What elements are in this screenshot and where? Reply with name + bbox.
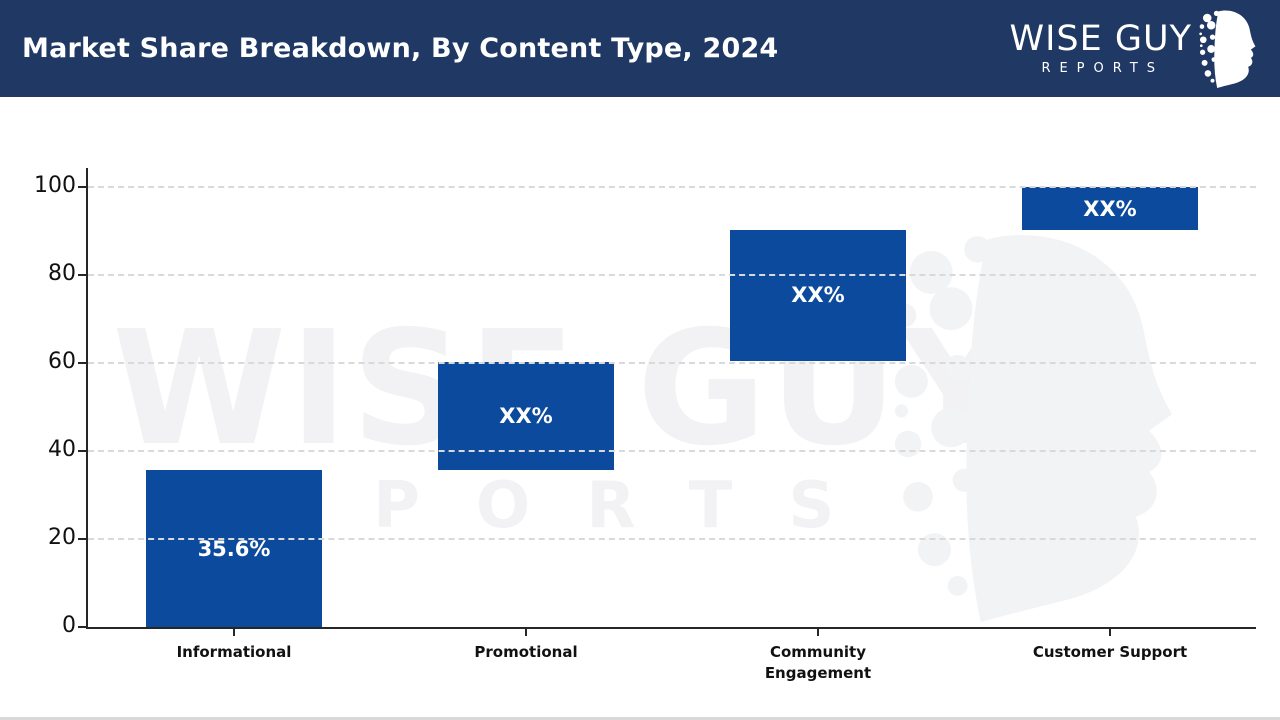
y-tick-label-0: 0 bbox=[62, 613, 76, 638]
y-tick-mark-80 bbox=[78, 274, 86, 276]
bar-value-label-customer-support: XX% bbox=[1083, 196, 1137, 221]
bar-informational bbox=[146, 470, 322, 627]
y-tick-mark-20 bbox=[78, 538, 86, 540]
x-tick-mark-informational bbox=[233, 629, 235, 636]
y-tick-mark-0 bbox=[78, 626, 86, 628]
y-axis-line bbox=[86, 168, 88, 629]
x-axis-line bbox=[86, 627, 1256, 629]
y-tick-label-60: 60 bbox=[48, 349, 76, 374]
x-tick-mark-community-engagement bbox=[817, 629, 819, 636]
y-tick-mark-100 bbox=[78, 186, 86, 188]
brand-name: WISE GUY bbox=[1009, 18, 1192, 59]
y-tick-mark-40 bbox=[78, 450, 86, 452]
bar-value-label-community-engagement: XX% bbox=[791, 283, 845, 308]
gridline-60 bbox=[88, 362, 1256, 364]
gridline-40 bbox=[88, 450, 1256, 452]
x-axis-label-informational: Informational bbox=[176, 643, 292, 661]
x-tick-mark-promotional bbox=[525, 629, 527, 636]
brand-logo: WISE GUY REPORTS bbox=[1009, 9, 1264, 89]
bar-promotional bbox=[438, 362, 614, 471]
x-axis-label-promotional: Promotional bbox=[474, 643, 578, 661]
y-tick-label-40: 40 bbox=[48, 437, 76, 462]
header-bar: Market Share Breakdown, By Content Type,… bbox=[0, 0, 1280, 97]
y-tick-label-80: 80 bbox=[48, 261, 76, 286]
y-tick-label-20: 20 bbox=[48, 525, 76, 550]
bar-value-label-promotional: XX% bbox=[499, 404, 553, 429]
brand-head-icon bbox=[1199, 9, 1256, 88]
bar-value-label-informational: 35.6% bbox=[197, 536, 271, 561]
bar-community-engagement bbox=[730, 230, 906, 361]
gridline-100 bbox=[88, 186, 1256, 188]
y-tick-mark-60 bbox=[78, 362, 86, 364]
brand-text: WISE GUY REPORTS bbox=[1009, 18, 1192, 76]
x-axis-label-customer-support: Customer Support bbox=[1032, 643, 1188, 661]
chart-title: Market Share Breakdown, By Content Type,… bbox=[22, 33, 779, 64]
brand-subtitle: REPORTS bbox=[1041, 60, 1165, 76]
watermark-head-icon bbox=[891, 234, 1173, 623]
x-tick-mark-customer-support bbox=[1109, 629, 1111, 636]
bar-customer-support bbox=[1022, 187, 1198, 231]
gridline-80 bbox=[88, 274, 1256, 276]
y-tick-label-100: 100 bbox=[34, 173, 76, 198]
x-axis-label-community-engagement: Community Engagement bbox=[764, 643, 872, 682]
gridline-20 bbox=[88, 538, 1256, 540]
